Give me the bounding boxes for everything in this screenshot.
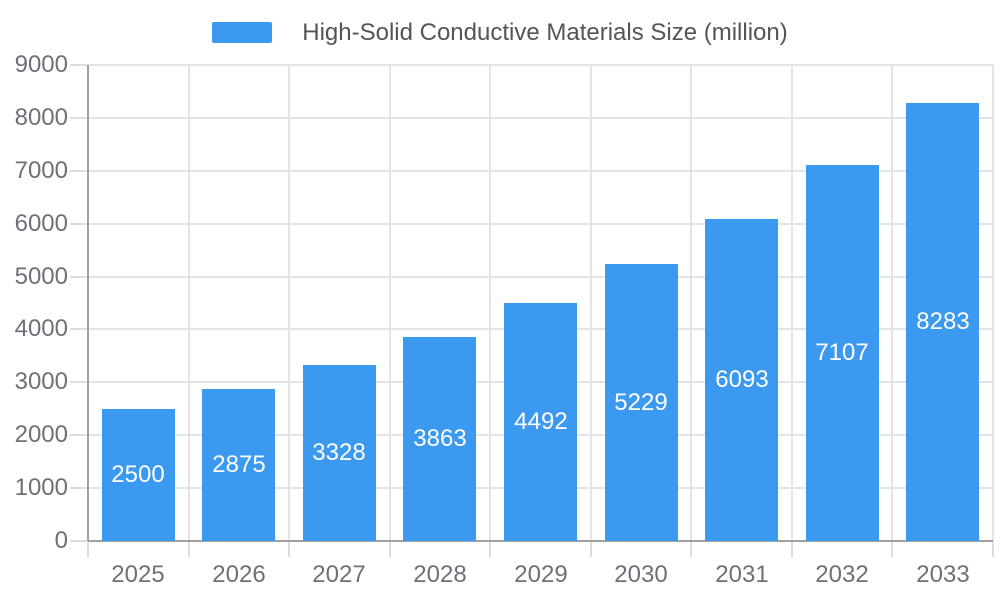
- y-axis-label: 5000: [14, 262, 68, 290]
- legend-item[interactable]: High-Solid Conductive Materials Size (mi…: [212, 19, 788, 47]
- y-axis-label: 4000: [14, 315, 68, 343]
- x-axis-tick: [187, 541, 190, 557]
- x-axis-label: 2028: [413, 561, 467, 588]
- x-axis-tick: [891, 541, 894, 557]
- y-axis-label: 0: [54, 527, 68, 554]
- y-axis-label: 1000: [14, 474, 68, 502]
- x-axis-tick: [992, 541, 994, 557]
- bar[interactable]: [906, 103, 979, 541]
- bar-value-label: 4492: [514, 408, 568, 435]
- y-axis-label: 8000: [14, 103, 68, 131]
- bar-value-label: 5229: [614, 389, 668, 416]
- gridline: [992, 65, 994, 541]
- y-axis-tick: [70, 381, 88, 384]
- bar-value-label: 8283: [916, 308, 970, 335]
- gridline: [88, 275, 993, 278]
- x-axis-tick: [790, 541, 793, 557]
- gridline: [88, 169, 993, 172]
- y-axis-tick: [70, 328, 88, 331]
- bar[interactable]: [605, 264, 678, 541]
- x-axis-tick: [87, 541, 89, 557]
- bar-value-label: 2875: [212, 451, 266, 478]
- legend-swatch-icon: [212, 22, 273, 43]
- gridline: [790, 65, 793, 541]
- y-axis-tick: [70, 487, 88, 490]
- gridline: [88, 116, 993, 119]
- x-axis-label: 2032: [815, 561, 869, 588]
- y-axis-tick: [70, 169, 88, 172]
- y-axis-tick: [70, 540, 88, 542]
- gridline: [690, 65, 693, 541]
- y-axis-label: 2000: [14, 421, 68, 449]
- x-axis-label: 2026: [212, 561, 266, 588]
- bar-value-label: 7107: [815, 339, 869, 366]
- legend-label: High-Solid Conductive Materials Size (mi…: [302, 18, 788, 46]
- gridline: [891, 65, 894, 541]
- y-axis-label: 3000: [14, 368, 68, 396]
- y-axis-line: [87, 65, 89, 541]
- bar[interactable]: [403, 337, 476, 541]
- gridline: [187, 65, 190, 541]
- x-axis-label: 2029: [514, 561, 568, 588]
- gridline: [388, 65, 391, 541]
- legend: High-Solid Conductive Materials Size (mi…: [0, 19, 1000, 47]
- y-axis-tick: [70, 275, 88, 278]
- y-axis-tick: [70, 64, 88, 66]
- x-axis-label: 2027: [312, 561, 366, 588]
- bar[interactable]: [504, 303, 577, 541]
- x-axis-label: 2033: [916, 561, 970, 588]
- gridline: [589, 65, 592, 541]
- y-axis-label: 6000: [14, 209, 68, 237]
- bar-value-label: 3328: [312, 439, 366, 466]
- bar-value-label: 2500: [111, 461, 165, 488]
- y-axis-tick: [70, 116, 88, 119]
- gridline: [288, 65, 291, 541]
- bar[interactable]: [806, 165, 879, 541]
- y-axis-label: 7000: [14, 156, 68, 184]
- x-axis-label: 2031: [715, 561, 769, 588]
- x-axis-tick: [690, 541, 693, 557]
- x-axis-tick: [288, 541, 291, 557]
- x-axis-label: 2025: [111, 561, 165, 588]
- y-axis-tick: [70, 434, 88, 437]
- bar[interactable]: [705, 219, 778, 541]
- x-axis-tick: [489, 541, 492, 557]
- gridline: [88, 222, 993, 225]
- x-axis-tick: [589, 541, 592, 557]
- y-axis-tick: [70, 222, 88, 225]
- y-axis-label: 9000: [14, 51, 68, 78]
- x-axis-tick: [388, 541, 391, 557]
- bar-value-label: 3863: [413, 425, 467, 452]
- bar[interactable]: [102, 409, 175, 541]
- x-axis-line: [88, 540, 993, 542]
- bar[interactable]: [202, 389, 275, 541]
- bar[interactable]: [303, 365, 376, 541]
- x-axis-label: 2030: [614, 561, 668, 588]
- gridline: [489, 65, 492, 541]
- gridline: [88, 64, 993, 66]
- bar-value-label: 6093: [715, 366, 769, 393]
